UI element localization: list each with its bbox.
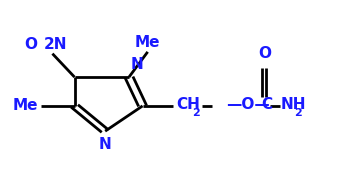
Text: Me: Me: [135, 35, 161, 50]
Text: 2: 2: [192, 108, 200, 118]
Text: —O—: —O—: [226, 97, 270, 112]
Text: N: N: [99, 137, 111, 152]
Text: N: N: [131, 57, 143, 72]
Text: 2: 2: [295, 108, 302, 118]
Text: CH: CH: [177, 97, 200, 112]
Text: Me: Me: [12, 98, 38, 113]
Text: 2N: 2N: [44, 37, 68, 52]
Text: O: O: [258, 46, 271, 61]
Text: NH: NH: [281, 97, 307, 112]
Text: C: C: [262, 97, 273, 112]
Text: O: O: [24, 37, 37, 52]
